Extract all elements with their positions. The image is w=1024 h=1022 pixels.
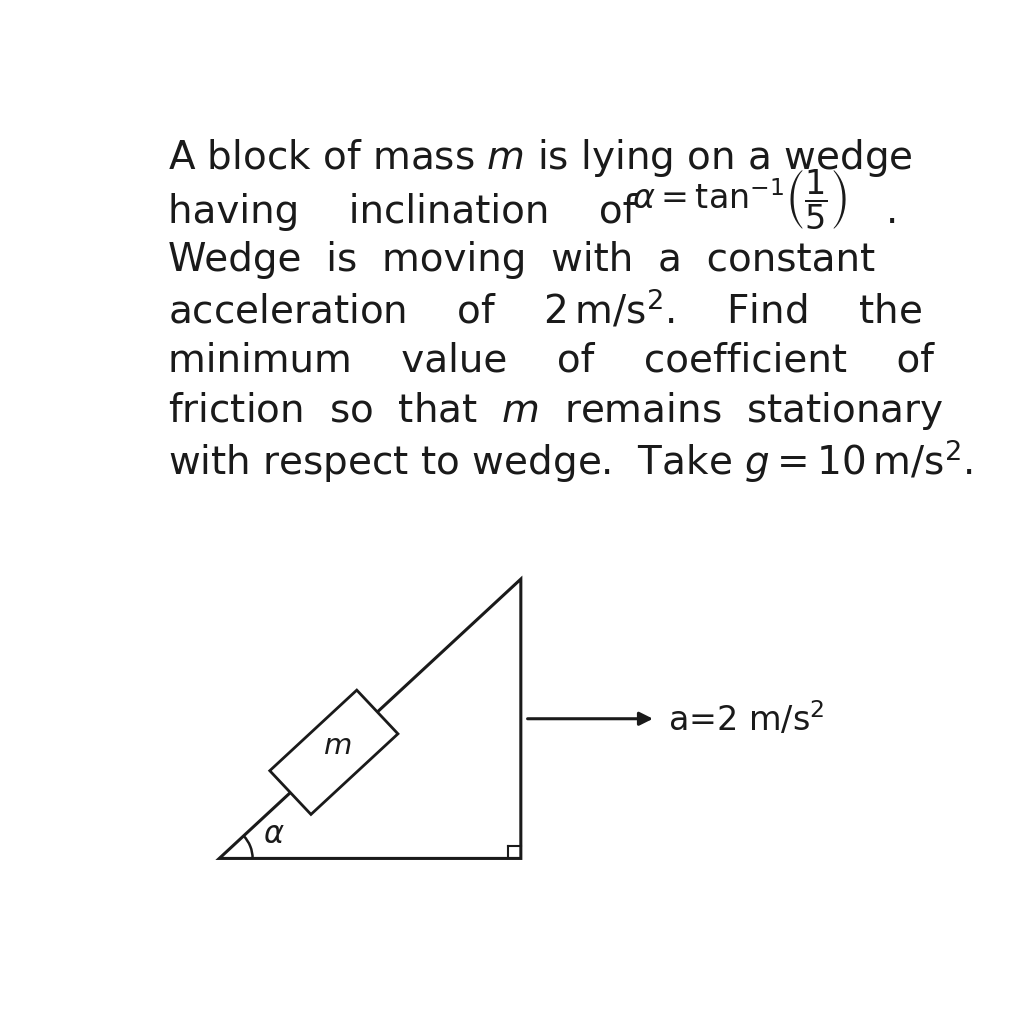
Text: $\alpha = \tan^{-1}\!\left(\dfrac{1}{5}\right)$: $\alpha = \tan^{-1}\!\left(\dfrac{1}{5}\… — [632, 168, 848, 232]
Text: A block of mass $m$ is lying on a wedge: A block of mass $m$ is lying on a wedge — [168, 137, 912, 179]
Text: Wedge  is  moving  with  a  constant: Wedge is moving with a constant — [168, 240, 874, 279]
Text: with respect to wedge.  Take $g = 10\,\mathrm{m/s^2}$.: with respect to wedge. Take $g = 10\,\ma… — [168, 437, 972, 484]
Text: a=2 m/s$^2$: a=2 m/s$^2$ — [668, 700, 824, 738]
Text: $\alpha$: $\alpha$ — [263, 821, 285, 849]
Text: .: . — [886, 192, 898, 231]
Text: acceleration    of    $2\,\mathrm{m/s^2}$.    Find    the: acceleration of $2\,\mathrm{m/s^2}$. Fin… — [168, 288, 922, 331]
Text: friction  so  that  $m$  remains  stationary: friction so that $m$ remains stationary — [168, 389, 943, 431]
Text: having    inclination    of: having inclination of — [168, 192, 636, 231]
Text: $m$: $m$ — [323, 732, 351, 760]
Text: minimum    value    of    coefficient    of: minimum value of coefficient of — [168, 341, 934, 379]
Polygon shape — [269, 690, 398, 815]
